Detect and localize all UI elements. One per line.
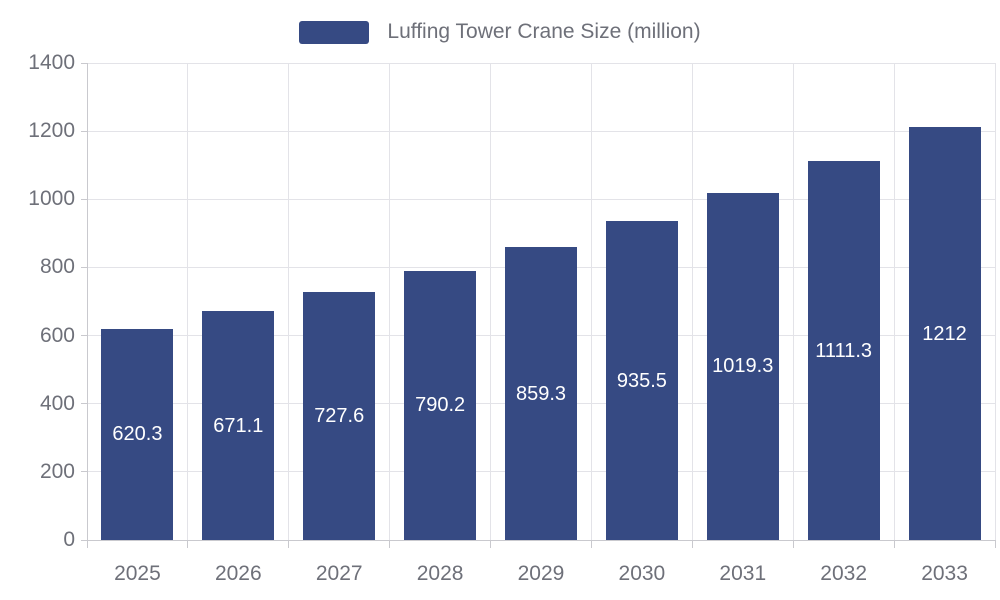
v-gridline (590, 63, 592, 540)
bar[interactable] (908, 127, 981, 540)
v-gridline (893, 63, 895, 540)
bar[interactable] (303, 292, 376, 540)
y-tick (81, 198, 87, 200)
h-gridline (87, 198, 995, 200)
x-tick (994, 540, 996, 548)
x-tick-label: 2030 (618, 562, 666, 585)
x-tick-label: 2033 (921, 562, 968, 585)
y-tick (81, 130, 87, 132)
x-tick (187, 540, 189, 548)
y-tick (81, 403, 87, 405)
v-gridline (288, 63, 290, 540)
x-tick-label: 2026 (214, 562, 262, 585)
x-tick-label: 2029 (517, 562, 565, 585)
y-tick-label: 1200 (28, 119, 75, 143)
x-tick (490, 540, 492, 548)
bar[interactable] (505, 247, 577, 540)
bar[interactable] (202, 311, 275, 540)
x-tick (792, 540, 794, 548)
y-tick (81, 471, 87, 473)
x-tick (86, 540, 88, 548)
v-gridline (994, 63, 996, 540)
bar[interactable] (101, 328, 174, 540)
bar[interactable] (706, 192, 779, 540)
y-tick-label: 200 (39, 459, 75, 483)
v-gridline (691, 63, 693, 540)
y-tick (81, 335, 87, 337)
x-axis-line (81, 539, 995, 541)
y-tick (81, 62, 87, 64)
y-tick-label: 1400 (28, 51, 75, 74)
y-axis-line (86, 63, 88, 540)
x-tick-label: 2025 (114, 562, 161, 585)
bar[interactable] (605, 221, 678, 540)
y-tick-label: 0 (63, 528, 75, 551)
x-tick-label: 2031 (719, 562, 767, 585)
v-gridline (792, 63, 794, 540)
y-tick-label: 800 (39, 255, 75, 279)
x-tick (389, 540, 391, 548)
x-tick (691, 540, 693, 548)
x-tick-label: 2028 (416, 562, 464, 585)
legend-label: Luffing Tower Crane Size (million) (387, 20, 701, 43)
v-gridline (187, 63, 189, 540)
y-tick-label: 400 (39, 391, 75, 415)
x-tick (288, 540, 290, 548)
h-gridline (87, 62, 995, 64)
x-tick-label: 2032 (820, 562, 868, 585)
h-gridline (87, 130, 995, 132)
x-tick (590, 540, 592, 548)
legend[interactable]: Luffing Tower Crane Size (million) (0, 16, 1000, 48)
bar[interactable] (807, 161, 880, 540)
x-tick (893, 540, 895, 548)
v-gridline (490, 63, 492, 540)
y-tick (81, 539, 87, 541)
x-tick-label: 2027 (315, 562, 363, 585)
v-gridline (389, 63, 391, 540)
bar[interactable] (404, 270, 477, 540)
y-tick (81, 266, 87, 268)
y-tick-label: 600 (39, 323, 75, 347)
y-tick-label: 1000 (28, 187, 75, 211)
legend-swatch-icon (299, 20, 370, 44)
